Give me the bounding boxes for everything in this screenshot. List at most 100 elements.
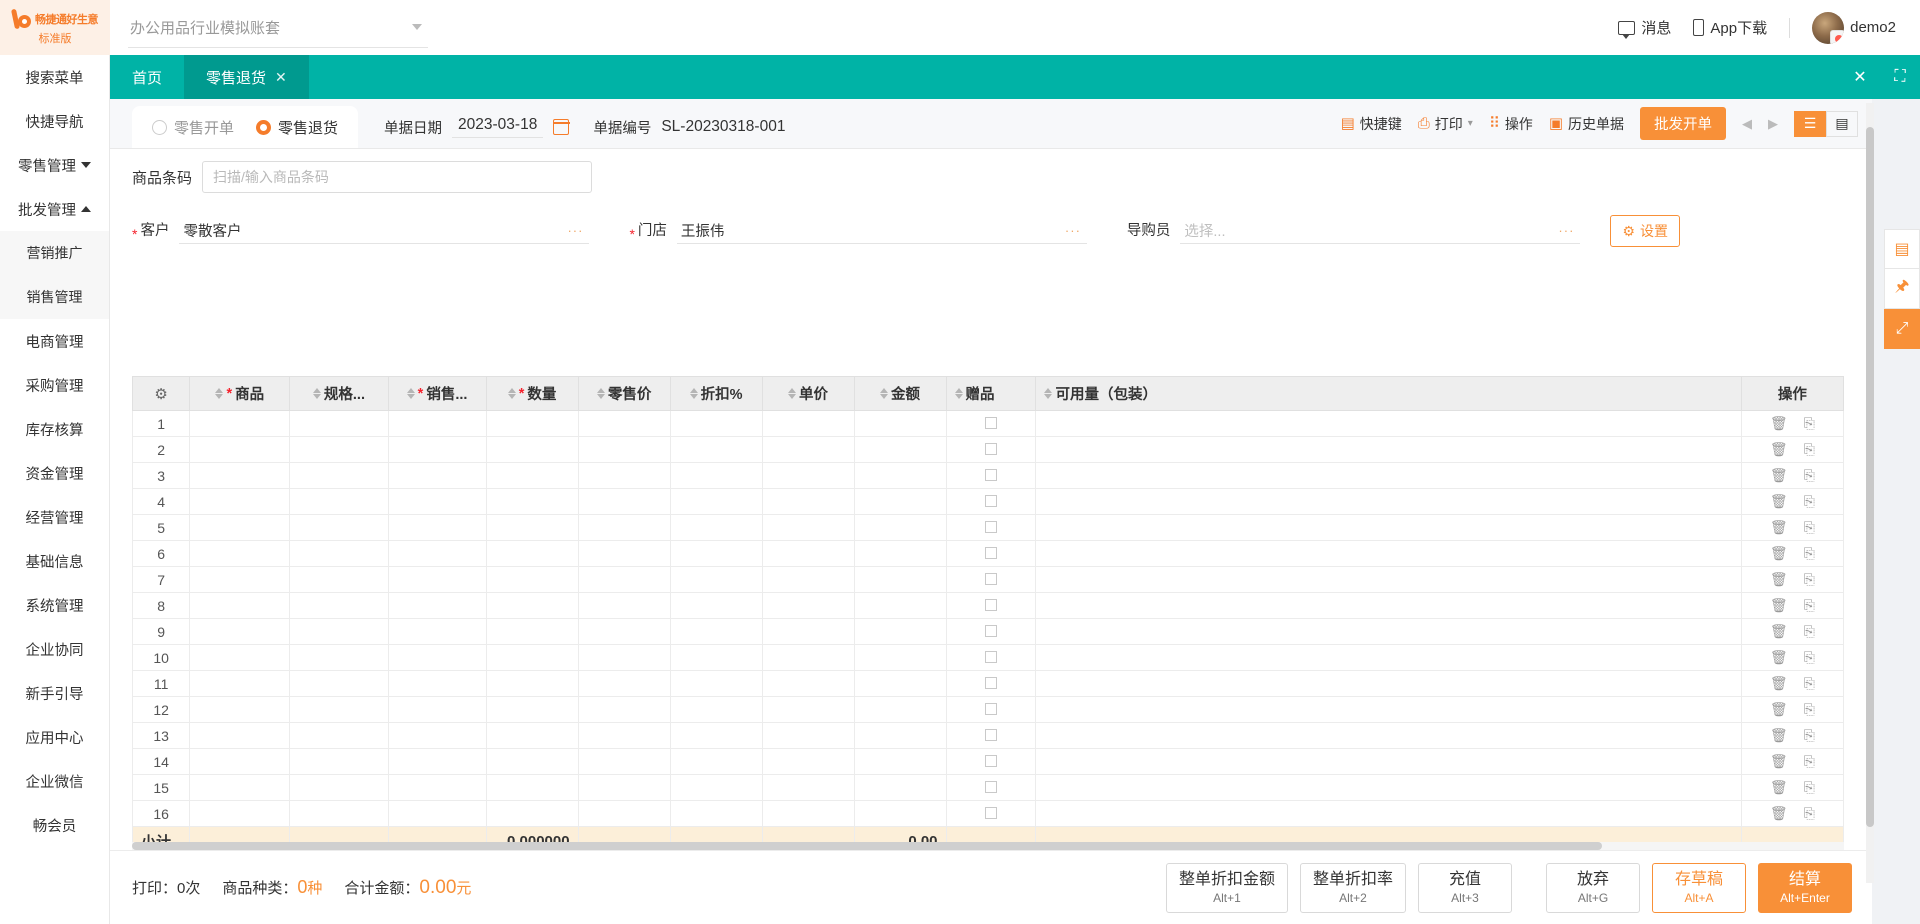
sidebar-item-5[interactable]: 销售管理 [0,275,109,319]
gift-checkbox-cell[interactable] [945,488,1037,515]
gift-checkbox[interactable] [985,728,997,741]
trash-icon[interactable]: 🗑 [1769,467,1788,483]
cell-spec[interactable] [289,514,389,541]
copy-icon[interactable]: ⎘ [1803,649,1815,665]
table-row[interactable]: 16 🗑 ⎘ [131,800,1845,827]
cell-retail[interactable] [577,514,671,541]
gift-checkbox-cell[interactable] [945,722,1037,749]
cell-price[interactable] [761,410,855,437]
cell-spec[interactable] [289,618,389,645]
cell-saleunit[interactable] [387,592,487,619]
cell-price[interactable] [761,644,855,671]
row-actions[interactable]: 🗑 ⎘ [1740,540,1845,567]
row-actions[interactable]: 🗑 ⎘ [1740,800,1845,827]
sort-icon[interactable] [596,388,605,399]
table-row[interactable]: 14 🗑 ⎘ [131,748,1845,775]
cell-retail[interactable] [577,774,671,801]
col-header-discount[interactable]: 折扣% [669,376,763,411]
store-field[interactable]: * 门店 王振伟 ··· [629,218,1087,244]
cell-spec[interactable] [289,566,389,593]
maximize-panel-button[interactable]: ⛶ [1880,55,1920,99]
cell-discount[interactable] [669,618,763,645]
gift-checkbox[interactable] [985,572,997,585]
row-actions[interactable]: 🗑 ⎘ [1740,462,1845,489]
cell-amount[interactable] [853,618,947,645]
cell-discount[interactable] [669,540,763,567]
cell-goods[interactable] [189,436,291,463]
table-row[interactable]: 8 🗑 ⎘ [131,592,1845,619]
trash-icon[interactable]: 🗑 [1769,493,1788,509]
trash-icon[interactable]: 🗑 [1769,727,1788,743]
cell-qty[interactable] [485,722,579,749]
gift-checkbox-cell[interactable] [945,644,1037,671]
calendar-icon[interactable] [552,119,570,135]
sidebar-item-17[interactable]: 畅会员 [0,803,109,847]
row-index[interactable]: 7 [131,566,191,593]
cell-price[interactable] [761,670,855,697]
cell-available[interactable] [1035,514,1742,541]
row-actions[interactable]: 🗑 ⎘ [1740,696,1845,723]
cell-qty[interactable] [485,540,579,567]
table-row[interactable]: 7 🗑 ⎘ [131,566,1845,593]
row-index[interactable]: 12 [131,696,191,723]
row-index[interactable]: 8 [131,592,191,619]
row-actions[interactable]: 🗑 ⎘ [1740,722,1845,749]
cell-available[interactable] [1035,644,1742,671]
col-header-idx[interactable]: ⚙ [131,376,191,411]
cell-amount[interactable] [853,644,947,671]
gift-checkbox[interactable] [985,650,997,663]
gift-checkbox-cell[interactable] [945,696,1037,723]
copy-icon[interactable]: ⎘ [1803,779,1815,795]
trash-icon[interactable]: 🗑 [1769,545,1788,561]
cell-discount[interactable] [669,462,763,489]
cell-saleunit[interactable] [387,696,487,723]
row-actions[interactable]: 🗑 ⎘ [1740,670,1845,697]
cell-discount[interactable] [669,644,763,671]
cell-spec[interactable] [289,488,389,515]
cell-amount[interactable] [853,774,947,801]
sort-icon[interactable] [954,388,963,399]
sort-icon[interactable] [1044,388,1053,399]
cell-available[interactable] [1035,488,1742,515]
cell-spec[interactable] [289,748,389,775]
footer-button-5[interactable]: 结算 Alt+Enter [1758,862,1852,913]
table-row[interactable]: 3 🗑 ⎘ [131,462,1845,489]
cell-saleunit[interactable] [387,410,487,437]
gift-checkbox-cell[interactable] [945,748,1037,775]
footer-button-4[interactable]: 存草稿 Alt+A [1652,862,1746,913]
sort-icon[interactable] [880,388,889,399]
gift-checkbox-cell[interactable] [945,592,1037,619]
row-actions[interactable]: 🗑 ⎘ [1740,618,1845,645]
prev-order-button[interactable]: ◀ [1742,115,1752,131]
sidebar-item-3[interactable]: 批发管理 [0,187,109,231]
sort-icon[interactable] [507,388,516,399]
row-index[interactable]: 15 [131,774,191,801]
sidebar-item-8[interactable]: 库存核算 [0,407,109,451]
trash-icon[interactable]: 🗑 [1769,571,1788,587]
brand-logo[interactable]: 畅捷通好生意 标准版 [0,0,110,55]
cell-spec[interactable] [289,436,389,463]
horizontal-scrollbar[interactable] [132,842,1844,850]
draft-note-icon[interactable]: ▤ [1884,229,1920,269]
cell-spec[interactable] [289,462,389,489]
cell-goods[interactable] [189,800,291,827]
copy-icon[interactable]: ⎘ [1803,467,1815,483]
cell-saleunit[interactable] [387,644,487,671]
cell-saleunit[interactable] [387,436,487,463]
cell-saleunit[interactable] [387,800,487,827]
cell-available[interactable] [1035,410,1742,437]
sidebar-item-0[interactable]: 搜索菜单 [0,55,109,99]
cell-saleunit[interactable] [387,618,487,645]
sidebar-item-10[interactable]: 经营管理 [0,495,109,539]
col-header-amount[interactable]: 金额 [853,376,947,411]
cell-retail[interactable] [577,644,671,671]
sidebar-item-11[interactable]: 基础信息 [0,539,109,583]
cell-saleunit[interactable] [387,774,487,801]
customer-field[interactable]: * 客户 零散客户 ··· [132,218,590,244]
cell-amount[interactable] [853,436,947,463]
row-actions[interactable]: 🗑 ⎘ [1740,436,1845,463]
cell-spec[interactable] [289,670,389,697]
trash-icon[interactable]: 🗑 [1769,805,1788,821]
cell-price[interactable] [761,514,855,541]
row-index[interactable]: 16 [131,800,191,827]
